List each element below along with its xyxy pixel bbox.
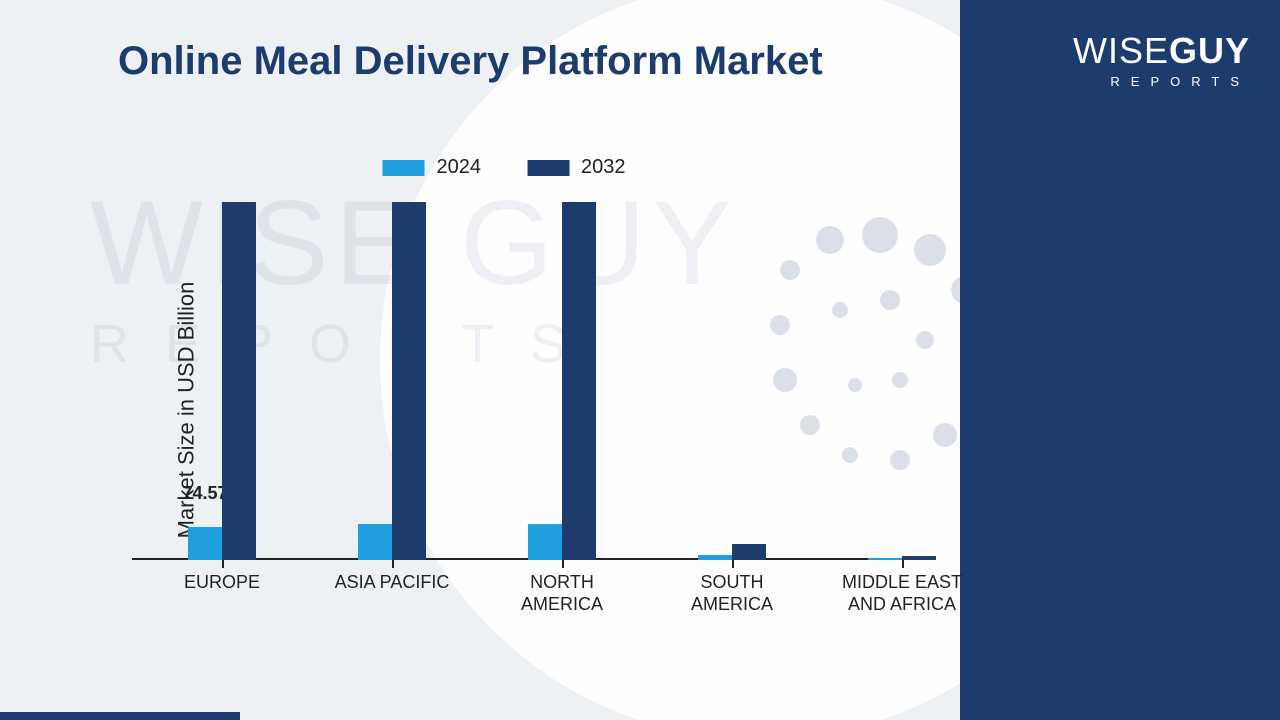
- x-axis-label: MIDDLE EAST AND AFRICA: [832, 572, 972, 615]
- logo-word-wise: WISE: [1073, 30, 1169, 71]
- logo-line2: REPORTS: [1073, 74, 1250, 89]
- legend-swatch-2024: [383, 160, 425, 176]
- legend: 2024 2032: [383, 156, 626, 179]
- bar-2024: [698, 555, 732, 560]
- footer-accent-bar: [0, 712, 240, 720]
- x-tick: [732, 560, 734, 568]
- bar-2032: [392, 202, 426, 560]
- legend-label-2024: 2024: [437, 156, 482, 179]
- logo-word-guy: GUY: [1169, 30, 1250, 71]
- x-tick: [222, 560, 224, 568]
- brand-logo: WISEGUY REPORTS: [1073, 30, 1250, 89]
- x-tick: [392, 560, 394, 568]
- chart-area: Market Size in USD Billion 2024 2032 74.…: [64, 160, 944, 660]
- bar-2024: [358, 524, 392, 560]
- legend-item-2032: 2032: [527, 156, 626, 179]
- x-tick: [902, 560, 904, 568]
- x-axis-label: SOUTH AMERICA: [662, 572, 802, 615]
- bar-value-label: 74.57: [182, 483, 227, 504]
- x-axis-label: NORTH AMERICA: [492, 572, 632, 615]
- bar-2032: [222, 202, 256, 560]
- bar-2032: [562, 202, 596, 560]
- bar-2024: [528, 524, 562, 560]
- bar-2032: [902, 556, 936, 560]
- legend-swatch-2032: [527, 160, 569, 176]
- bar-2032: [732, 544, 766, 560]
- canvas: WISEGUY REPORTS WISE GUY REPORTS Online …: [0, 0, 1280, 720]
- x-axis-label: ASIA PACIFIC: [322, 572, 462, 594]
- bar-2024: [868, 558, 902, 560]
- bar-2024: [188, 527, 222, 560]
- legend-label-2032: 2032: [581, 156, 626, 179]
- plot-region: 74.57EUROPEASIA PACIFICNORTH AMERICASOUT…: [132, 180, 932, 560]
- x-axis-label: EUROPE: [152, 572, 292, 594]
- x-tick: [562, 560, 564, 568]
- logo-line1: WISEGUY: [1073, 30, 1250, 72]
- chart-title: Online Meal Delivery Platform Market: [118, 38, 823, 84]
- legend-item-2024: 2024: [383, 156, 482, 179]
